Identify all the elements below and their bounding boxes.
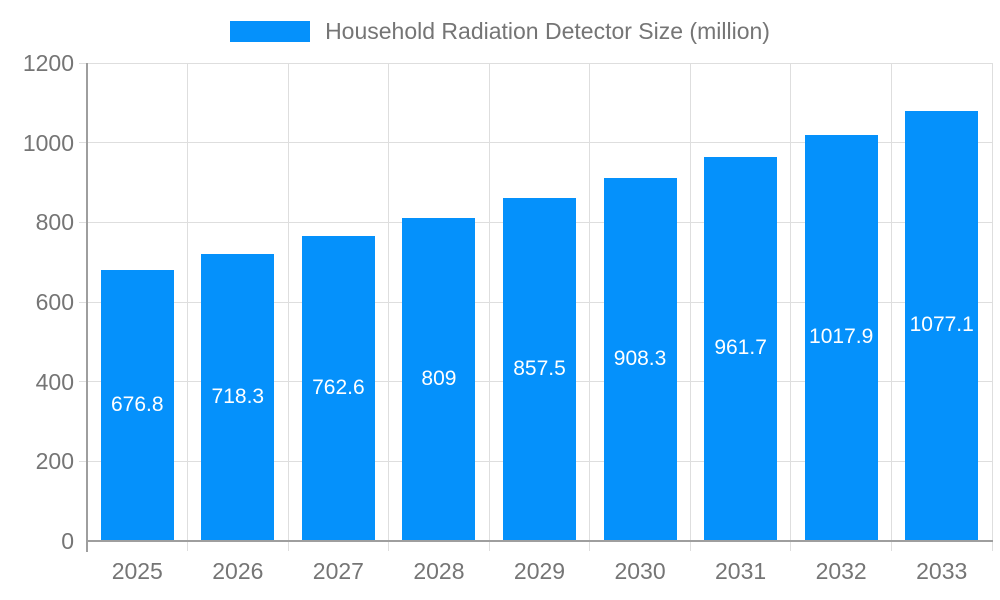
y-tick-label-1200: 1200	[22, 50, 74, 76]
bar-2029: 857.5	[503, 198, 576, 540]
x-axis-line	[86, 540, 993, 542]
y-tick-label-800: 800	[35, 209, 74, 236]
bar-value-label-2028: 809	[421, 366, 457, 390]
y-tick-label-0: 0	[61, 528, 74, 554]
bar-value-label-2031: 961.7	[714, 336, 767, 360]
bar-value-label-2032: 1017.9	[809, 325, 874, 349]
bar-2027: 762.6	[301, 236, 375, 540]
bar-2032: 1017.9	[804, 134, 878, 540]
x-tick-label-2030: 2030	[614, 558, 666, 584]
legend-swatch	[230, 21, 311, 42]
gridline-x-2	[287, 63, 289, 551]
x-tick-label-2028: 2028	[413, 558, 465, 584]
bar-value-label-2029: 857.5	[513, 357, 566, 381]
x-tick-label-2033: 2033	[916, 558, 968, 584]
x-tick-label-2026: 2026	[212, 558, 264, 584]
gridline-x-3	[388, 63, 390, 551]
bar-value-label-2033: 1077.1	[909, 313, 974, 337]
bar-value-label-2025: 676.8	[110, 393, 164, 417]
y-tick-label-600: 600	[35, 289, 74, 315]
gridline-x-6	[689, 63, 691, 551]
y-tick-label-200: 200	[35, 448, 74, 475]
gridline-y-1200	[79, 62, 992, 64]
gridline-x-8	[890, 63, 892, 551]
gridline-y-1000	[79, 142, 992, 144]
bar-value-label-2030: 908.3	[613, 347, 667, 371]
legend[interactable]: Household Radiation Detector Size (milli…	[0, 18, 1000, 45]
bar-2031: 961.7	[704, 156, 778, 540]
bar-2028: 809	[402, 217, 476, 540]
bar-2033: 1077.1	[905, 110, 979, 540]
bar-2026: 718.3	[201, 253, 275, 540]
gridline-x-7	[790, 63, 792, 551]
y-axis-line	[86, 63, 88, 552]
gridline-x-1	[187, 63, 189, 551]
bar-value-label-2026: 718.3	[211, 384, 265, 408]
legend-label: Household Radiation Detector Size (milli…	[325, 18, 770, 44]
plot-area: 676.8 718.3 762.6 809 857.5 908.3 961.7 1017.9 1…	[23, 50, 993, 584]
x-tick-label-2031: 2031	[715, 558, 767, 584]
bar-2030: 908.3	[603, 178, 677, 540]
bar-2025: 676.8	[100, 270, 174, 540]
y-tick-label-1000: 1000	[22, 129, 74, 156]
x-tick-label-2025: 2025	[111, 558, 163, 584]
gridline-x-5	[589, 63, 591, 551]
y-tick-label-400: 400	[35, 368, 74, 395]
x-tick-label-2032: 2032	[815, 558, 867, 584]
gridline-x-9	[991, 63, 993, 551]
bar-value-label-2027: 762.6	[312, 376, 365, 400]
gridline-x-4	[488, 63, 490, 551]
x-tick-label-2029: 2029	[513, 558, 566, 584]
x-tick-label-2027: 2027	[312, 558, 364, 584]
